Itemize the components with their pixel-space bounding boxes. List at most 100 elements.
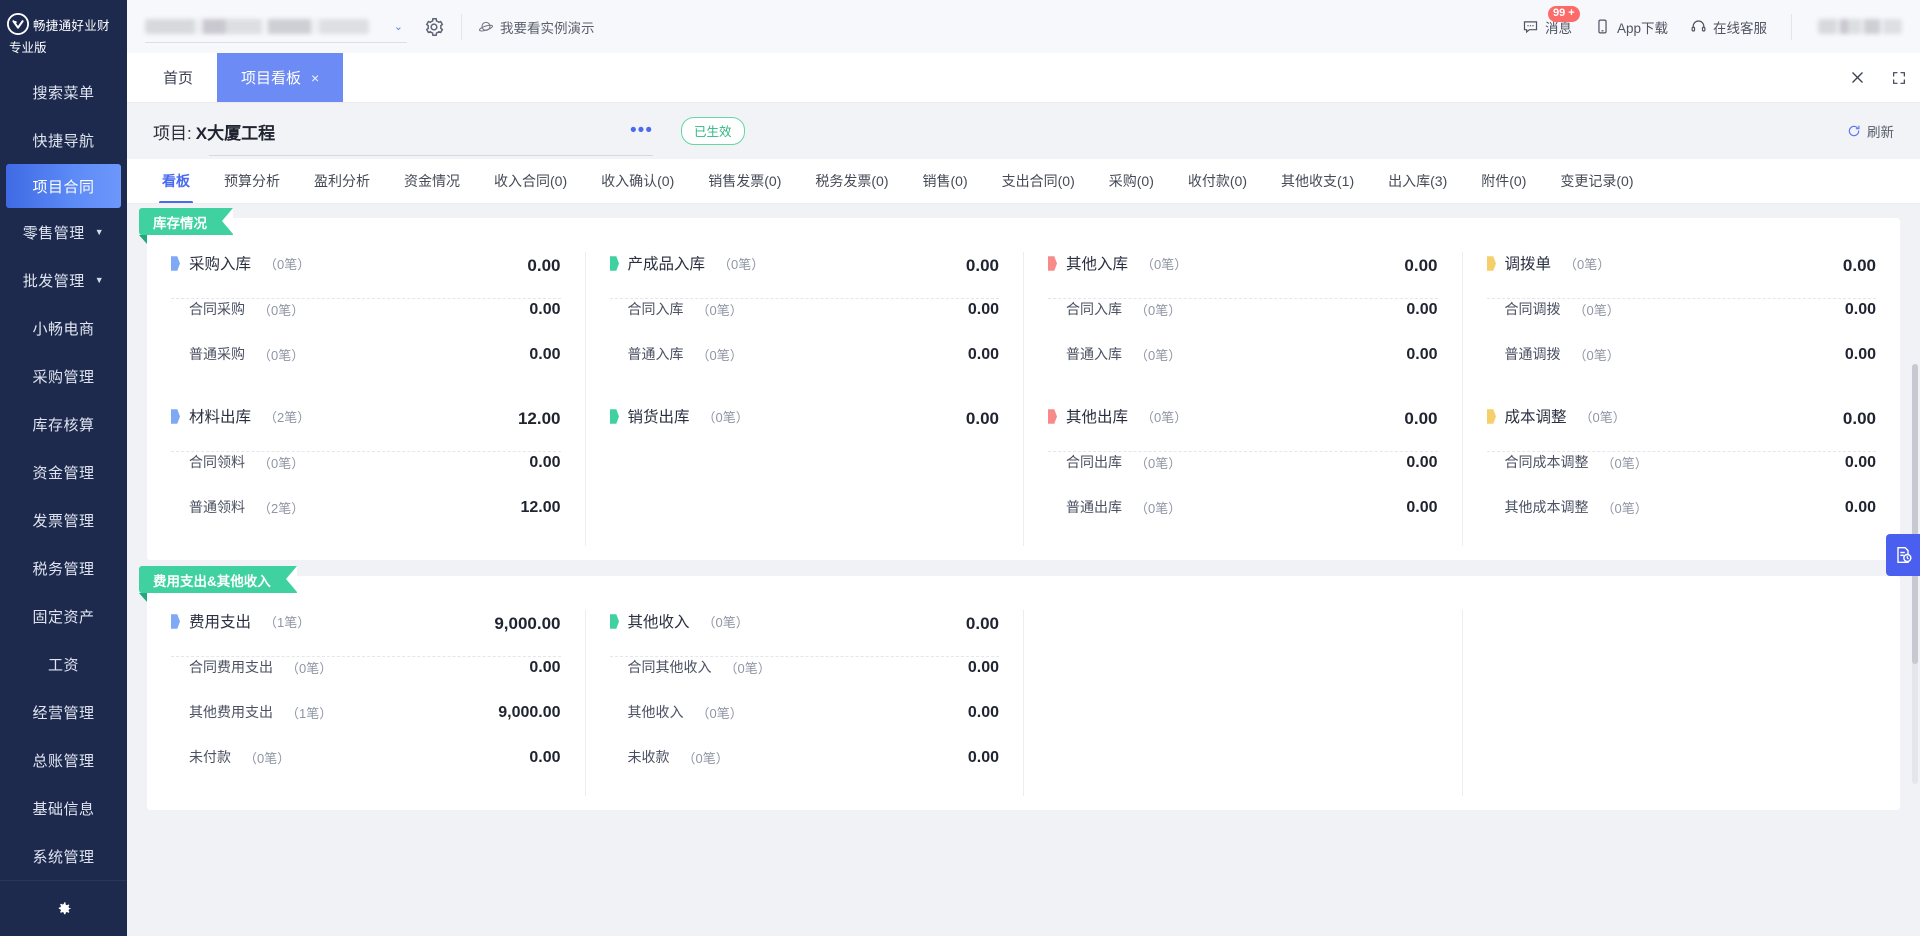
metric-row-head[interactable]: 费用支出 （1笔） 9,000.00 [171, 610, 561, 656]
online-service-button[interactable]: 在线客服 [1690, 17, 1767, 37]
sidebar-item-8[interactable]: 资金管理 [0, 448, 127, 496]
subtab-8[interactable]: 销售(0) [922, 173, 968, 189]
metric-row[interactable]: 普通调拨 （0笔） 0.00 [1487, 344, 1877, 389]
tab-close-icon[interactable]: × [311, 69, 320, 86]
subtab-2[interactable]: 盈利分析 [314, 173, 370, 189]
topbar: ⌄ 我要看实例演示 [127, 0, 1920, 53]
sidebar-item-12[interactable]: 工资 [0, 640, 127, 688]
sidebar-item-3[interactable]: 零售管理 ▼ [0, 208, 127, 256]
sidebar-item-7[interactable]: 库存核算 [0, 400, 127, 448]
sidebar-item-16[interactable]: 系统管理 [0, 832, 127, 880]
sidebar-item-5[interactable]: 小畅电商 [0, 304, 127, 352]
metric-row-head[interactable]: 材料出库 （2笔） 12.00 [171, 405, 561, 451]
subtab-5[interactable]: 收入确认(0) [601, 173, 675, 189]
user-name-redacted[interactable] [1818, 19, 1902, 34]
metric-group: 成本调整 （0笔） 0.00 合同成本调整 （0笔） 0.00 其他成本调整 （0笔） 0.00 [1486, 405, 1877, 542]
sidebar-footer[interactable] [0, 880, 127, 936]
panel-1: 费用支出&其他收入 费用支出 （1笔） 9,000.00 合同费用支出 （0笔） 0.00 其… [139, 566, 1900, 810]
metric-row[interactable]: 普通出库 （0笔） 0.00 [1048, 497, 1438, 542]
metric-row[interactable]: 合同领料 （0笔） 0.00 [171, 452, 561, 497]
demo-link[interactable]: 我要看实例演示 [478, 17, 595, 37]
metric-value: 0.00 [967, 659, 999, 676]
metric-row[interactable]: 其他收入 （0笔） 0.00 [610, 702, 1000, 747]
metric-count: （0笔） [1141, 409, 1188, 425]
subtab-14[interactable]: 附件(0) [1481, 173, 1527, 189]
subtab-13[interactable]: 出入库(3) [1388, 173, 1448, 189]
brand-logo-icon [7, 13, 29, 35]
topbar-actions: 消息 99 + App下载 [1522, 5, 1906, 40]
metric-row-head[interactable]: 其他收入 （0笔） 0.00 [609, 610, 999, 656]
sidebar-item-15[interactable]: 基础信息 [0, 784, 127, 832]
group-spacer [1048, 393, 1438, 405]
sidebar-item-2[interactable]: 项目合同 [6, 164, 121, 208]
metric-count: （0笔） [696, 302, 743, 318]
subtab-12[interactable]: 其他收支(1) [1281, 173, 1355, 189]
metric-row[interactable]: 其他费用支出 （1笔） 9,000.00 [171, 702, 561, 747]
metric-title: 销货出库 [627, 409, 690, 426]
metric-row-head[interactable]: 成本调整 （0笔） 0.00 [1486, 405, 1876, 451]
metric-row[interactable]: 普通领料 （2笔） 12.00 [171, 497, 561, 542]
metric-row[interactable]: 其他成本调整 （0笔） 0.00 [1487, 497, 1877, 542]
metric-row[interactable]: 普通采购 （0笔） 0.00 [171, 344, 561, 389]
sidebar-item-9[interactable]: 发票管理 [0, 496, 127, 544]
metric-row[interactable]: 合同费用支出 （0笔） 0.00 [171, 657, 561, 702]
subtab-15[interactable]: 变更记录(0) [1560, 173, 1634, 189]
sidebar-item-11[interactable]: 固定资产 [0, 592, 127, 640]
sidebar-item-14[interactable]: 总账管理 [0, 736, 127, 784]
gear-icon[interactable] [54, 899, 74, 919]
messages-button[interactable]: 消息 99 + [1522, 5, 1580, 37]
close-icon[interactable] [1836, 53, 1878, 102]
sidebar-item-6[interactable]: 采购管理 [0, 352, 127, 400]
metric-row[interactable]: 普通入库 （0笔） 0.00 [610, 344, 1000, 389]
metric-row[interactable]: 合同入库 （0笔） 0.00 [1048, 299, 1438, 344]
metric-row[interactable]: 未收款 （0笔） 0.00 [610, 747, 1000, 792]
metric-row-head[interactable]: 其他出库 （0笔） 0.00 [1048, 405, 1438, 451]
sidebar-item-10[interactable]: 税务管理 [0, 544, 127, 592]
metric-count: （0笔） [1135, 455, 1182, 471]
chevron-down-icon[interactable]: ⌄ [393, 20, 403, 33]
sidebar-item-4[interactable]: 批发管理 ▼ [0, 256, 127, 304]
app-download-button[interactable]: App下载 [1594, 17, 1668, 37]
sidebar-item-13[interactable]: 经营管理 [0, 688, 127, 736]
metric-row[interactable]: 合同采购 （0笔） 0.00 [171, 299, 561, 344]
metric-title: 合同出库 [1066, 454, 1122, 470]
metric-title: 调拨单 [1504, 256, 1552, 273]
subtab-0[interactable]: 看板 [145, 159, 207, 203]
subtab-7[interactable]: 税务发票(0) [815, 173, 889, 189]
subtab-11[interactable]: 收付款(0) [1187, 173, 1247, 189]
fullscreen-icon[interactable] [1878, 53, 1920, 102]
metric-title: 普通入库 [1066, 346, 1122, 362]
metric-count: （0笔） [258, 455, 305, 471]
metric-row[interactable]: 未付款 （0笔） 0.00 [171, 747, 561, 792]
metric-row-head[interactable]: 产成品入库 （0笔） 0.00 [609, 252, 999, 298]
project-title: 项目: X大厦工程 [153, 119, 653, 156]
sidebar-item-0[interactable]: 搜索菜单 [0, 68, 127, 116]
metric-row-head[interactable]: 调拨单 （0笔） 0.00 [1486, 252, 1876, 298]
metric-row[interactable]: 合同调拨 （0笔） 0.00 [1487, 299, 1877, 344]
sidebar-item-1[interactable]: 快捷导航 [0, 116, 127, 164]
subtab-4[interactable]: 收入合同(0) [494, 173, 568, 189]
project-more-button[interactable]: ••• [630, 120, 653, 141]
metric-row[interactable]: 合同出库 （0笔） 0.00 [1048, 452, 1438, 497]
tab-0[interactable]: 首页 [139, 53, 217, 102]
metric-row[interactable]: 合同其他收入 （0笔） 0.00 [610, 657, 1000, 702]
refresh-button[interactable]: 刷新 [1847, 121, 1894, 141]
metric-row-head[interactable]: 采购入库 （0笔） 0.00 [171, 252, 561, 298]
metric-row[interactable]: 普通入库 （0笔） 0.00 [1048, 344, 1438, 389]
subtab-6[interactable]: 销售发票(0) [708, 173, 782, 189]
metric-value: 0.00 [529, 301, 561, 318]
subtab-3[interactable]: 资金情况 [404, 173, 460, 189]
org-selector[interactable]: ⌄ [145, 11, 407, 43]
metric-row-head[interactable]: 其他入库 （0笔） 0.00 [1048, 252, 1438, 298]
metric-row[interactable]: 合同成本调整 （0笔） 0.00 [1487, 452, 1877, 497]
subtab-10[interactable]: 采购(0) [1108, 173, 1154, 189]
subtab-9[interactable]: 支出合同(0) [1001, 173, 1075, 189]
metric-value: 9,000.00 [498, 704, 561, 721]
metric-row-head[interactable]: 销货出库 （0笔） 0.00 [609, 405, 999, 451]
metric-title: 未收款 [627, 749, 670, 765]
metric-row[interactable]: 合同入库 （0笔） 0.00 [610, 299, 1000, 344]
document-clock-icon[interactable] [1886, 534, 1920, 576]
tab-1[interactable]: 项目看板 × [217, 53, 344, 102]
settings-gear-icon[interactable] [423, 16, 445, 38]
subtab-1[interactable]: 预算分析 [224, 173, 280, 189]
